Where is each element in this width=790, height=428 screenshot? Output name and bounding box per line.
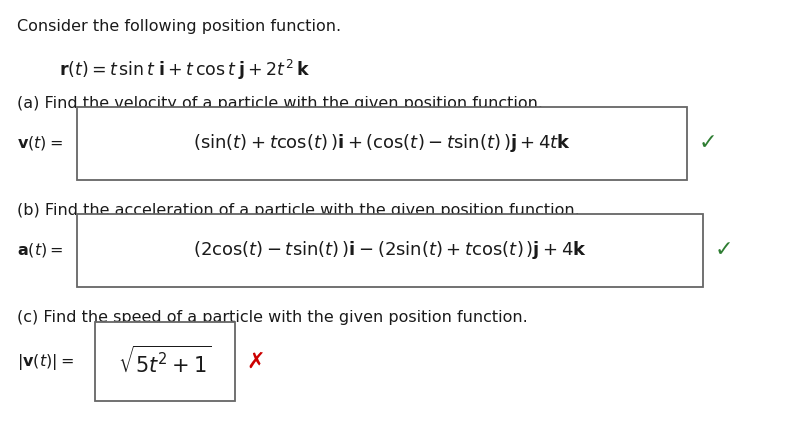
Text: (b) Find the acceleration of a particle with the given position function.: (b) Find the acceleration of a particle … bbox=[17, 203, 580, 218]
Bar bbox=[77, 214, 703, 287]
Text: $\sqrt{5t^2 + 1}$: $\sqrt{5t^2 + 1}$ bbox=[118, 346, 212, 377]
Text: Consider the following position function.: Consider the following position function… bbox=[17, 19, 341, 34]
Text: ✓: ✓ bbox=[699, 134, 718, 153]
Bar bbox=[95, 322, 235, 401]
Text: ✓: ✓ bbox=[715, 241, 734, 260]
Text: (c) Find the speed of a particle with the given position function.: (c) Find the speed of a particle with th… bbox=[17, 310, 529, 325]
Text: ✗: ✗ bbox=[246, 352, 265, 372]
Text: $\left(\sin(t) + t\cos(t)\,\right)\mathbf{i} + \left(\cos(t) - t\sin(t)\,\right): $\left(\sin(t) + t\cos(t)\,\right)\mathb… bbox=[194, 132, 571, 155]
Text: $\mathbf{v}(t) =$: $\mathbf{v}(t) =$ bbox=[17, 134, 63, 152]
Text: $|\mathbf{v}(t)| =$: $|\mathbf{v}(t)| =$ bbox=[17, 352, 74, 372]
Text: $\left(2\cos(t) - t\sin(t)\,\right)\mathbf{i} - \left(2\sin(t) + t\cos(t)\,\righ: $\left(2\cos(t) - t\sin(t)\,\right)\math… bbox=[194, 239, 587, 262]
Text: (a) Find the velocity of a particle with the given position function.: (a) Find the velocity of a particle with… bbox=[17, 96, 544, 111]
Text: $\mathbf{r}(t) = t\,\sin t\;\mathbf{i} + t\,\cos t\;\mathbf{j} + 2t^2\,\mathbf{k: $\mathbf{r}(t) = t\,\sin t\;\mathbf{i} +… bbox=[59, 58, 310, 82]
Text: $\mathbf{a}(t) =$: $\mathbf{a}(t) =$ bbox=[17, 241, 64, 259]
Bar bbox=[77, 107, 687, 180]
